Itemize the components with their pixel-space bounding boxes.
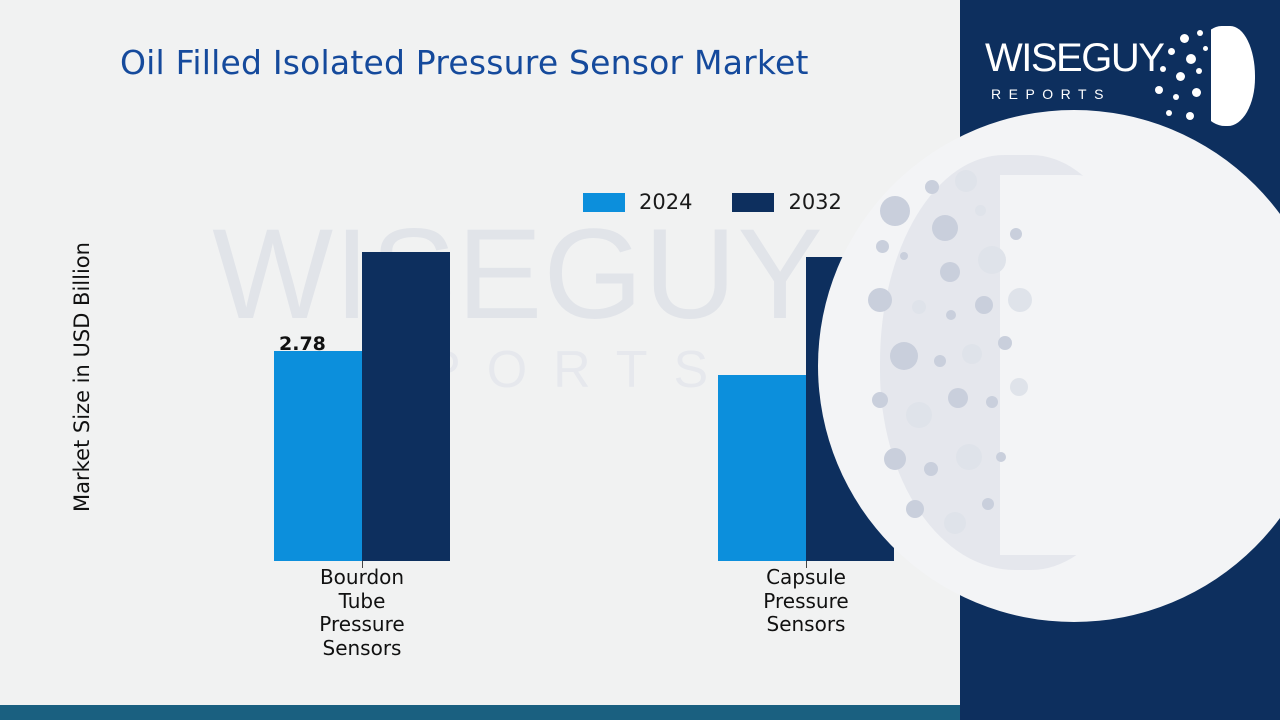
cat-line: Capsule [766, 565, 846, 589]
legend-swatch-2032 [732, 192, 775, 212]
molecular-dot [906, 500, 924, 518]
x-axis-label-capsule-pressure-sensors: Capsule Pressure Sensors [726, 565, 886, 637]
molecular-dot [912, 300, 926, 314]
molecular-dot [955, 170, 977, 192]
molecular-dot [996, 452, 1006, 462]
logo-dot [1173, 94, 1179, 100]
cat-line: Bourdon [319, 565, 405, 589]
molecular-dot [946, 310, 956, 320]
cat-line: Sensors [322, 635, 402, 660]
logo-dot [1160, 66, 1166, 72]
logo-dot [1196, 68, 1202, 74]
logo-dot [1155, 86, 1163, 94]
legend-label-2024: 2024 [639, 190, 693, 214]
inner-head-face-mask [1000, 175, 1160, 555]
legend-item-2024[interactable]: 2024 [583, 190, 692, 214]
bar-2024-bourdon-tube-pressure-sensors[interactable] [274, 351, 362, 561]
molecular-dot [975, 296, 993, 314]
logo-dot [1186, 112, 1194, 120]
molecular-dot [880, 196, 910, 226]
logo-wordmark: WISEGUY [985, 36, 1165, 80]
molecular-dot [998, 336, 1012, 350]
logo-dot [1176, 72, 1185, 81]
legend-item-2032[interactable]: 2032 [732, 190, 842, 214]
molecular-dot [872, 392, 888, 408]
molecular-dot [924, 462, 938, 476]
page-title: Oil Filled Isolated Pressure Sensor Mark… [120, 43, 809, 82]
molecular-dot [986, 396, 998, 408]
molecular-dot [868, 288, 892, 312]
molecular-dot [934, 355, 946, 367]
logo-dot [1192, 88, 1201, 97]
x-axis-label-bourdon-tube-pressure-sensors: Bourdon Tube Pressure Sensors [282, 565, 442, 660]
x-axis-tick-2 [806, 561, 807, 568]
logo-dot [1197, 30, 1203, 36]
molecular-dot [956, 444, 982, 470]
cat-line: Sensors [766, 612, 846, 636]
logo-dot [1203, 46, 1208, 51]
molecular-dot [1010, 378, 1028, 396]
molecular-dot [948, 388, 968, 408]
molecular-dot [944, 512, 966, 534]
logo-dot [1168, 48, 1175, 55]
molecular-dot [962, 344, 982, 364]
molecular-dot [932, 215, 958, 241]
molecular-dot [906, 402, 932, 428]
logo-head-mask [1185, 26, 1211, 126]
cat-line: Tube [338, 588, 386, 613]
brand-logo[interactable]: WISEGUY REPORTS [985, 36, 1215, 116]
molecular-dot [1010, 228, 1022, 240]
legend-swatch-2024 [583, 192, 625, 212]
legend-label-2032: 2032 [788, 190, 842, 214]
molecular-dot [876, 240, 889, 253]
logo-tagline: REPORTS [991, 86, 1111, 102]
logo-dot [1166, 110, 1172, 116]
x-axis-tick-1 [362, 561, 363, 568]
bottom-accent-strip [0, 705, 960, 720]
molecular-dot [978, 246, 1006, 274]
molecular-dot [1008, 288, 1032, 312]
molecular-dot [975, 205, 986, 216]
plot-area: 2.78 Bourdon Tube Pressure Sensors Capsu… [274, 252, 894, 660]
chart-legend: 2024 2032 [583, 190, 842, 214]
logo-dot [1186, 54, 1196, 64]
molecular-dot [900, 252, 908, 260]
logo-dot [1180, 34, 1189, 43]
cat-line: Pressure [763, 588, 849, 613]
molecular-dot [925, 180, 939, 194]
molecular-dot [884, 448, 906, 470]
molecular-dot [982, 498, 994, 510]
cat-line: Pressure [319, 612, 405, 636]
bar-2032-bourdon-tube-pressure-sensors[interactable] [362, 252, 450, 561]
bar-2024-capsule-pressure-sensors[interactable] [718, 375, 806, 561]
bar-value-2024-bourdon: 2.78 [279, 333, 326, 355]
molecular-dot [940, 262, 960, 282]
molecular-dot [890, 342, 918, 370]
